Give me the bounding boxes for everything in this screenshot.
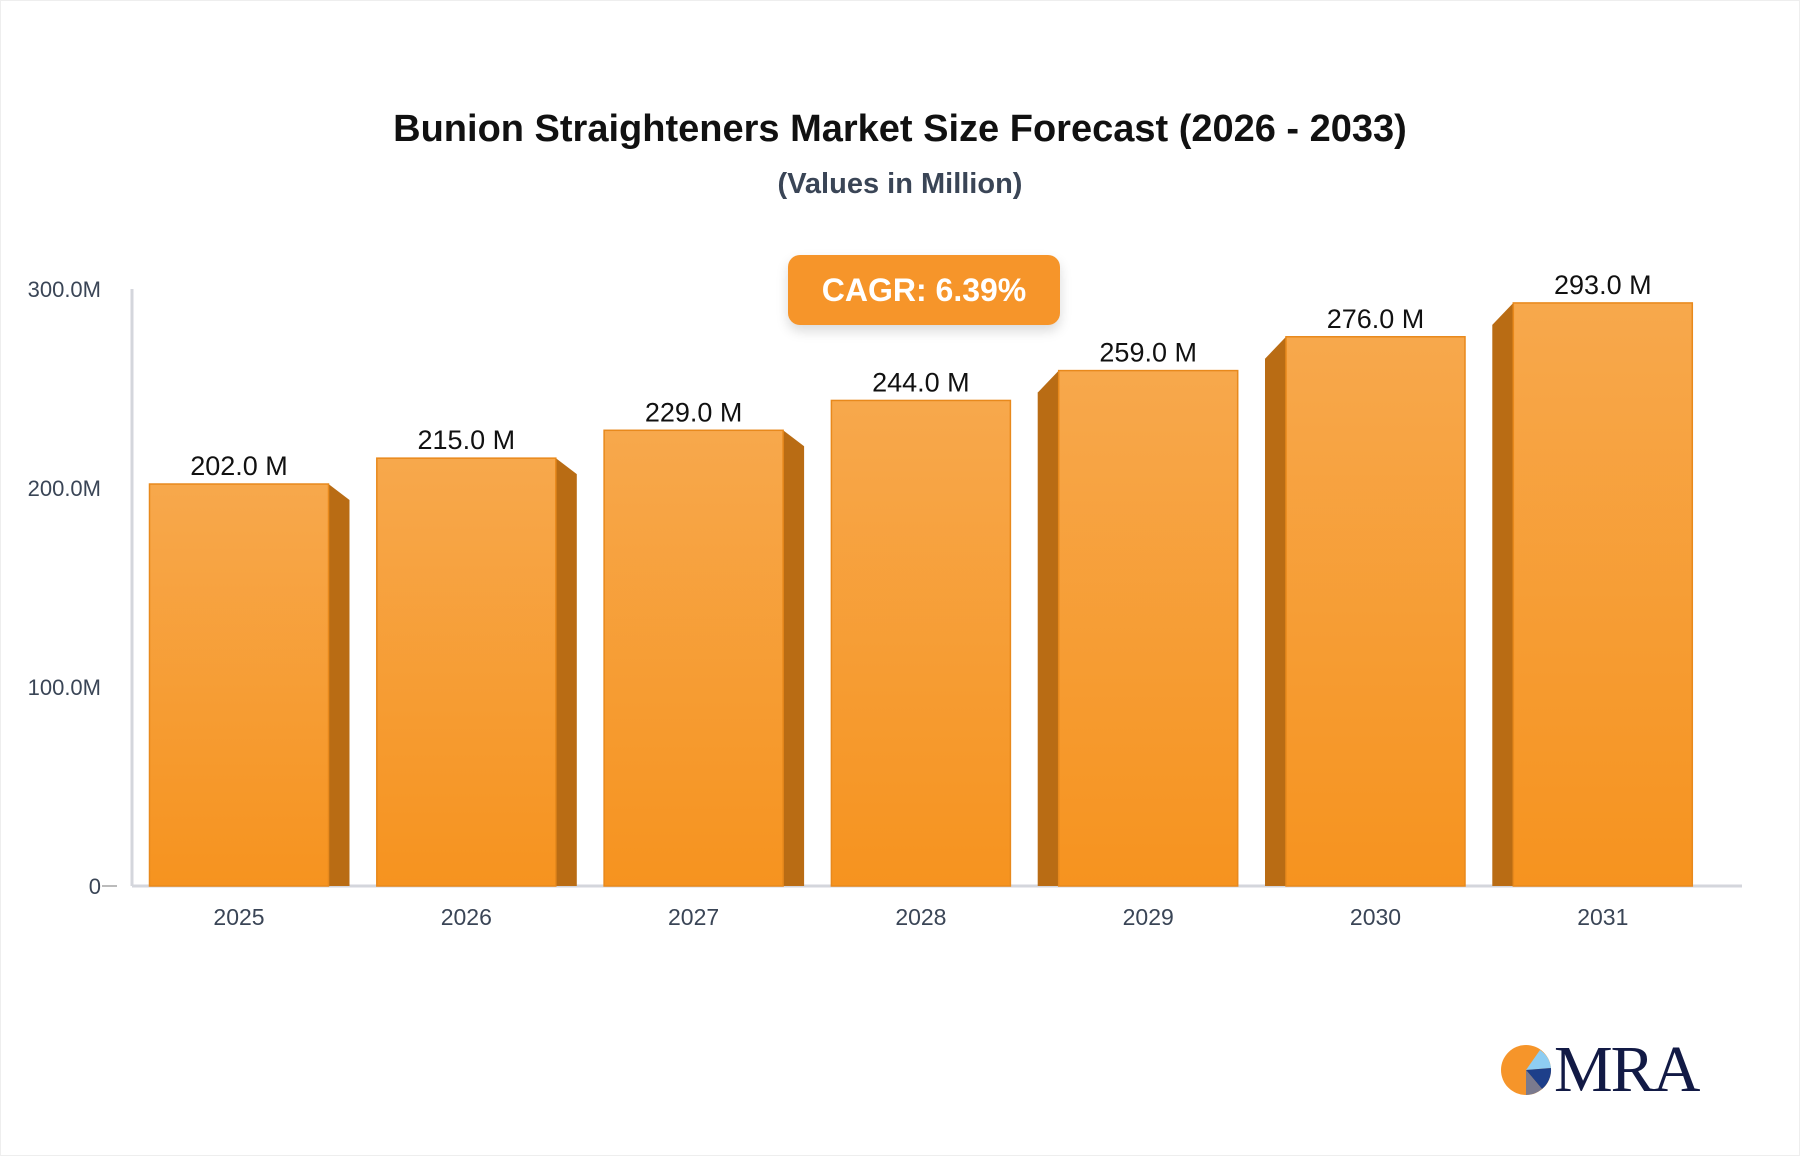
bar — [376, 457, 557, 887]
data-label: 276.0 M — [1327, 304, 1425, 334]
x-tick-label: 2031 — [1577, 904, 1628, 930]
x-tick-label: 2025 — [213, 904, 264, 930]
data-label: 202.0 M — [190, 451, 288, 481]
bar — [830, 399, 1012, 887]
bar — [148, 483, 330, 887]
chart-subtitle: (Values in Million) — [777, 168, 1023, 200]
y-tick-label: 0 — [89, 874, 101, 899]
bar-side — [783, 430, 805, 886]
data-label: 244.0 M — [872, 367, 970, 397]
bar — [1057, 369, 1239, 887]
bar-side — [1265, 336, 1286, 886]
bar-side — [1037, 370, 1059, 887]
cagr-badge: CAGR: 6.39% — [788, 255, 1060, 325]
bar-side — [328, 484, 350, 886]
x-tick-label: 2029 — [1123, 904, 1174, 930]
data-label: 259.0 M — [1099, 338, 1197, 368]
data-label: 229.0 M — [645, 397, 743, 427]
x-tick-label: 2027 — [668, 904, 719, 930]
y-tick-label: 100.0M — [28, 675, 101, 700]
y-tick-label: 300.0M — [28, 277, 101, 302]
y-tick-label: 200.0M — [28, 476, 101, 501]
mra-logo: MRA — [1500, 1033, 1700, 1106]
chart-title: Bunion Straighteners Market Size Forecas… — [393, 108, 1407, 150]
bar — [1285, 336, 1466, 887]
logo-text: MRA — [1554, 1033, 1700, 1106]
bar — [603, 429, 784, 887]
x-tick-label: 2028 — [895, 904, 946, 930]
data-label: 215.0 M — [418, 425, 516, 455]
logo-pie-icon — [1501, 1045, 1552, 1095]
bar — [1512, 302, 1694, 887]
bar-side — [555, 458, 577, 886]
data-label: 293.0 M — [1554, 270, 1652, 300]
x-tick-label: 2026 — [441, 904, 492, 930]
bar-side — [1492, 302, 1514, 886]
x-tick-label: 2030 — [1350, 904, 1401, 930]
